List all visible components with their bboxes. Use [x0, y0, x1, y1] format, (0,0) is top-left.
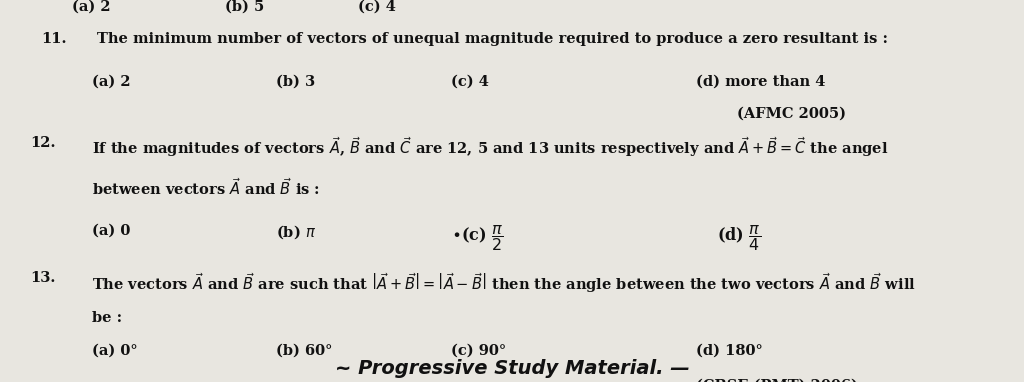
Text: (c) 4: (c) 4: [358, 0, 396, 14]
Text: (a) 0: (a) 0: [92, 223, 130, 238]
Text: 13.: 13.: [31, 271, 56, 285]
Text: (CBSE (PMT) 2006): (CBSE (PMT) 2006): [696, 378, 858, 382]
Text: (b) 60°: (b) 60°: [276, 344, 333, 358]
Text: 11.: 11.: [41, 32, 67, 47]
Text: (a) 0°: (a) 0°: [92, 344, 138, 358]
Text: (c) 90°: (c) 90°: [451, 344, 506, 358]
Text: 12.: 12.: [31, 136, 56, 150]
Text: (b) 3: (b) 3: [276, 74, 315, 89]
Text: (a) 2: (a) 2: [92, 74, 131, 89]
Text: (d) 180°: (d) 180°: [696, 344, 763, 358]
Text: between vectors $\vec{A}$ and $\vec{B}$ is :: between vectors $\vec{A}$ and $\vec{B}$ …: [92, 178, 321, 199]
Text: $\bullet$(c) $\dfrac{\pi}{2}$: $\bullet$(c) $\dfrac{\pi}{2}$: [451, 223, 503, 254]
Text: be :: be :: [92, 311, 122, 325]
Text: (a) 2: (a) 2: [72, 0, 111, 14]
Text: (c) 4: (c) 4: [451, 74, 488, 89]
Text: ~ Progressive Study Material. —: ~ Progressive Study Material. —: [335, 359, 689, 378]
Text: If the magnitudes of vectors $\vec{A}$, $\vec{B}$ and $\vec{C}$ are 12, 5 and 13: If the magnitudes of vectors $\vec{A}$, …: [92, 136, 889, 159]
Text: (AFMC 2005): (AFMC 2005): [737, 107, 846, 121]
Text: The minimum number of vectors of unequal magnitude required to produce a zero re: The minimum number of vectors of unequal…: [97, 32, 888, 47]
Text: (b) 5: (b) 5: [225, 0, 264, 14]
Text: (d) $\dfrac{\pi}{4}$: (d) $\dfrac{\pi}{4}$: [717, 223, 761, 254]
Text: (d) more than 4: (d) more than 4: [696, 74, 825, 89]
Text: (b) $\pi$: (b) $\pi$: [276, 223, 316, 241]
Text: The vectors $\vec{A}$ and $\vec{B}$ are such that $\left|\vec{A}+\vec{B}\right|=: The vectors $\vec{A}$ and $\vec{B}$ are …: [92, 271, 916, 295]
